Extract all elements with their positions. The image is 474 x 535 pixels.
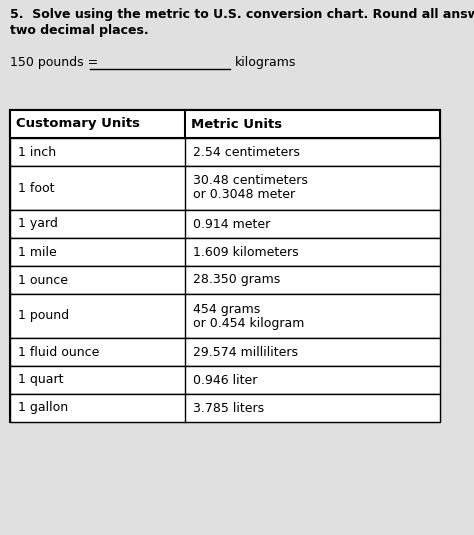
Text: 150 pounds =: 150 pounds = [10,56,102,69]
Text: 1 mile: 1 mile [18,246,57,258]
Bar [10,166,440,210]
Bar [10,110,440,138]
Text: 1 gallon: 1 gallon [18,401,68,415]
Text: 1 yard: 1 yard [18,218,58,231]
Text: 29.574 milliliters: 29.574 milliliters [193,346,298,358]
Text: 0.914 meter: 0.914 meter [193,218,270,231]
Text: or 0.454 kilogram: or 0.454 kilogram [193,317,304,330]
Text: 1 quart: 1 quart [18,373,64,386]
Text: 5.  Solve using the metric to U.S. conversion chart. Round all answers to: 5. Solve using the metric to U.S. conver… [10,8,474,21]
Bar [10,110,440,422]
Text: 3.785 liters: 3.785 liters [193,401,264,415]
Text: 1 pound: 1 pound [18,310,69,323]
Text: 1 inch: 1 inch [18,146,56,158]
Text: kilograms: kilograms [235,56,296,69]
Text: 1.609 kilometers: 1.609 kilometers [193,246,299,258]
Text: 1 fluid ounce: 1 fluid ounce [18,346,100,358]
Text: 1 ounce: 1 ounce [18,273,68,287]
Text: 1 foot: 1 foot [18,181,55,195]
Bar [10,366,440,394]
Bar [10,210,440,238]
Bar [10,138,440,166]
Text: 2.54 centimeters: 2.54 centimeters [193,146,300,158]
Text: Customary Units: Customary Units [16,118,140,131]
Bar [10,294,440,338]
Bar [10,238,440,266]
Text: 28.350 grams: 28.350 grams [193,273,280,287]
Text: or 0.3048 meter: or 0.3048 meter [193,188,295,202]
Text: two decimal places.: two decimal places. [10,24,149,37]
Text: 454 grams: 454 grams [193,302,260,316]
Text: 30.48 centimeters: 30.48 centimeters [193,174,308,187]
Text: Metric Units: Metric Units [191,118,282,131]
Bar [10,266,440,294]
Bar [10,394,440,422]
Text: 0.946 liter: 0.946 liter [193,373,257,386]
Bar [10,338,440,366]
